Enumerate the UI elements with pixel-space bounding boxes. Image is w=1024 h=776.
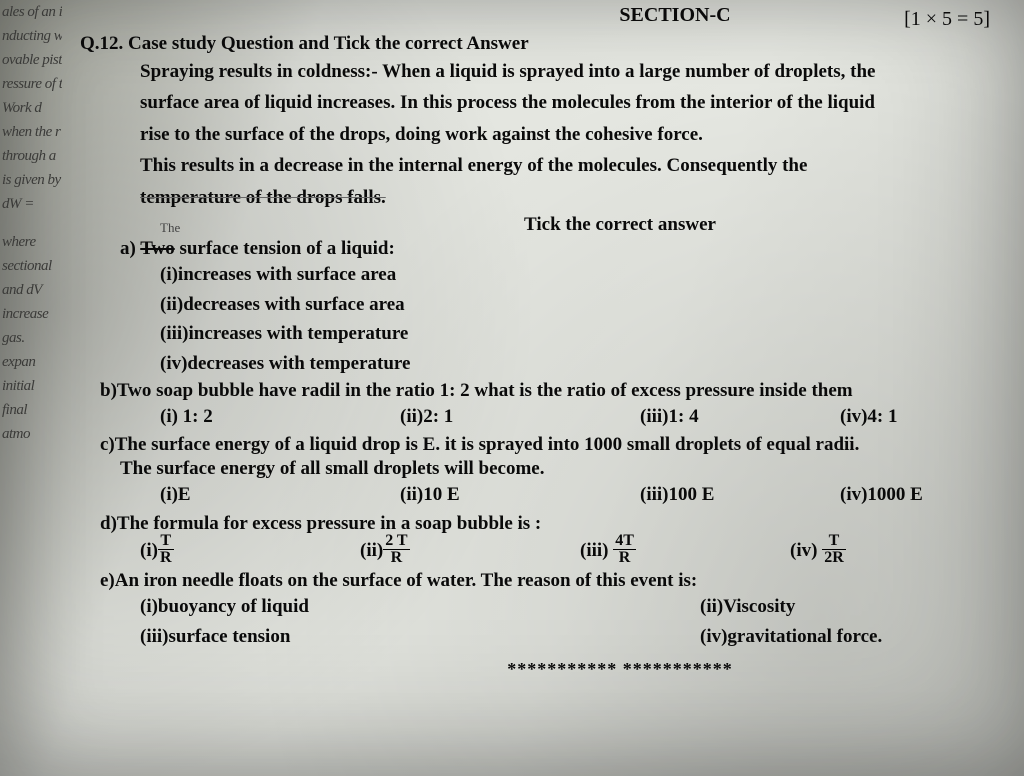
margin-line: increase xyxy=(2,302,62,326)
part-e-option-ii: (ii)Viscosity xyxy=(700,592,795,622)
part-c-option-iv: (iv)1000 E xyxy=(840,480,923,510)
margin-line: dW = xyxy=(2,192,62,216)
part-e-option-iii: (iii)surface tension xyxy=(140,622,700,652)
part-a-option-iii: (iii)increases with temperature xyxy=(160,319,1010,348)
margin-line: final xyxy=(2,398,62,422)
main-content: SECTION-C [1 × 5 = 5] Q.12. Case study Q… xyxy=(80,4,1010,680)
part-d-options: (i)TR (ii)2 TR (iii) 4TR (iv) T2R xyxy=(140,535,1010,568)
part-c-stem-1: c)The surface energy of a liquid drop is… xyxy=(100,434,1010,456)
part-b-option-i: (i) 1: 2 xyxy=(160,402,400,432)
margin-line: where xyxy=(2,230,62,254)
case-para-1: Spraying results in coldness:- When a li… xyxy=(140,57,1010,86)
margin-cut-text: ales of an id nducting w ovable pist res… xyxy=(2,0,62,446)
margin-line: sectional xyxy=(2,254,62,278)
case-para-2: surface area of liquid increases. In thi… xyxy=(140,88,1010,117)
margin-line: through a xyxy=(2,144,62,168)
tick-title: Tick the correct answer xyxy=(230,214,1010,236)
question-title: Case study Question and Tick the correct… xyxy=(128,33,529,54)
part-e-option-i: (i)buoyancy of liquid xyxy=(140,592,700,622)
part-d-option-ii: (ii)2 TR xyxy=(360,535,580,568)
case-para-5: temperature of the drops falls. xyxy=(140,183,1010,212)
margin-line: and dV xyxy=(2,278,62,302)
part-a-option-i: (i)increases with surface area xyxy=(160,260,1010,289)
part-e-stem: e)An iron needle floats on the surface o… xyxy=(100,570,1010,592)
part-b-options: (i) 1: 2 (ii)2: 1 (iii)1: 4 (iv)4: 1 xyxy=(160,402,1010,432)
part-c-option-iii: (iii)100 E xyxy=(640,480,840,510)
separator-stars: *********** *********** xyxy=(230,659,1010,680)
handwritten-note: The xyxy=(160,220,180,236)
part-e-option-iv: (iv)gravitational force. xyxy=(700,622,882,652)
case-para-3: rise to the surface of the drops, doing … xyxy=(140,120,1010,149)
part-c-options: (i)E (ii)10 E (iii)100 E (iv)1000 E xyxy=(160,480,1010,510)
margin-line: expan xyxy=(2,350,62,374)
part-e-options-row1: (i)buoyancy of liquid (ii)Viscosity xyxy=(140,592,1010,622)
part-c-option-i: (i)E xyxy=(160,480,400,510)
part-a-option-ii: (ii)decreases with surface area xyxy=(160,290,1010,319)
question-number: Q.12. xyxy=(80,33,123,54)
margin-line: atmo xyxy=(2,422,62,446)
part-b-option-ii: (ii)2: 1 xyxy=(400,402,640,432)
part-c-option-ii: (ii)10 E xyxy=(400,480,640,510)
marks-label: [1 × 5 = 5] xyxy=(904,8,990,31)
margin-line: ressure of t xyxy=(2,72,62,96)
margin-line: is given by xyxy=(2,168,62,192)
part-e-options-row2: (iii)surface tension (iv)gravitational f… xyxy=(140,622,1010,652)
part-d-stem: d)The formula for excess pressure in a s… xyxy=(100,513,1010,535)
margin-line: Work d xyxy=(2,96,62,120)
margin-line: ales of an id xyxy=(2,0,62,24)
part-b-option-iv: (iv)4: 1 xyxy=(840,402,898,432)
part-b-stem: b)Two soap bubble have radil in the rati… xyxy=(100,380,1010,402)
part-a-option-iv: (iv)decreases with temperature xyxy=(160,349,1010,378)
case-para-4: This results in a decrease in the intern… xyxy=(140,151,1010,180)
margin-line: initial xyxy=(2,374,62,398)
part-d-option-iii: (iii) 4TR xyxy=(580,535,790,568)
part-d-option-iv: (iv) T2R xyxy=(790,535,846,568)
margin-line: gas. xyxy=(2,326,62,350)
margin-line: when the r xyxy=(2,120,62,144)
part-a-stem: a) Two surface tension of a liquid: xyxy=(120,238,1010,260)
question-heading: Q.12. Case study Question and Tick the c… xyxy=(80,33,1010,55)
part-d-option-i: (i)TR xyxy=(140,535,360,568)
part-b-option-iii: (iii)1: 4 xyxy=(640,402,840,432)
margin-line: nducting w xyxy=(2,24,62,48)
part-c-stem-2: The surface energy of all small droplets… xyxy=(120,458,1010,480)
margin-line: ovable pist xyxy=(2,48,62,72)
